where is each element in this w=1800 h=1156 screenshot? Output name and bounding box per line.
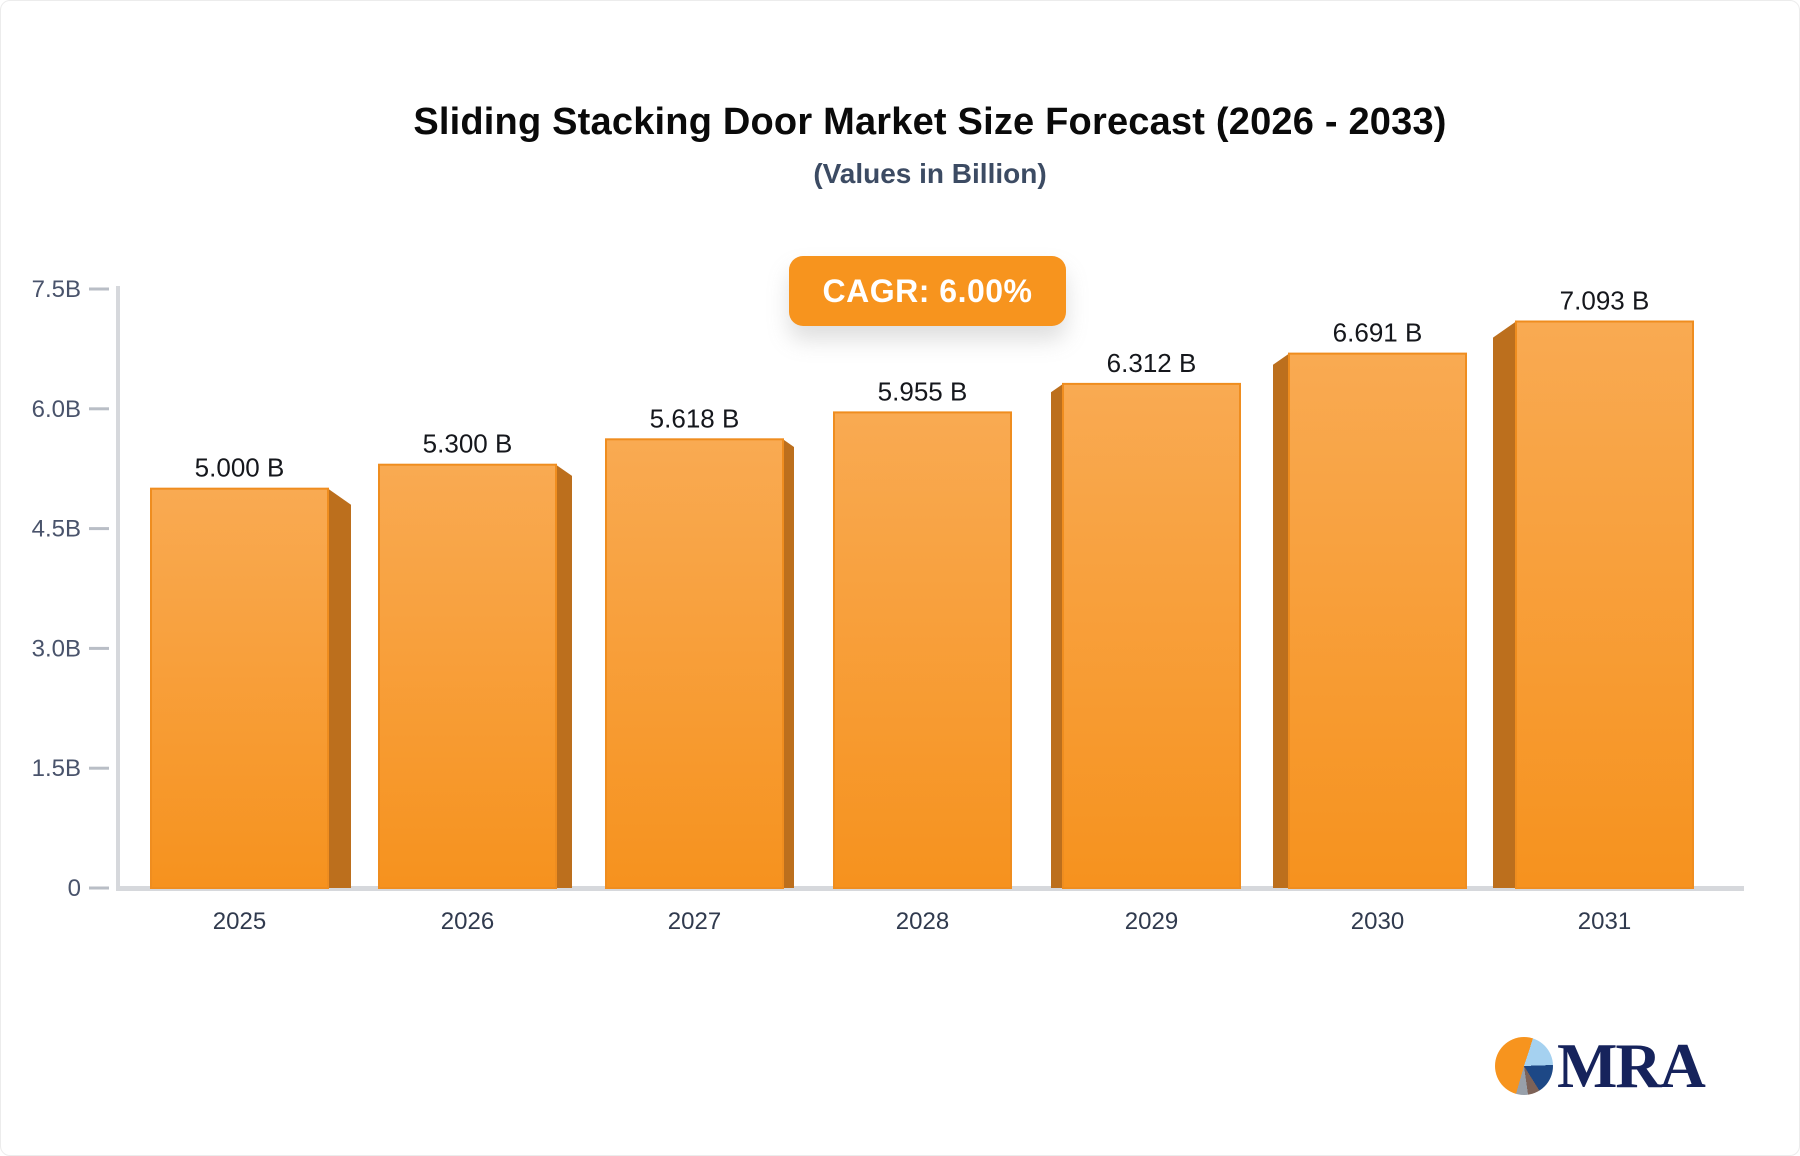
bar-side-face [1051,383,1063,888]
bar-value-label: 5.000 B [195,453,285,483]
bar-side-face [1493,321,1516,888]
bar-face [605,438,784,889]
bar-side-face [1273,353,1289,888]
chart-subtitle: (Values in Billion) [813,158,1047,189]
bar-face [150,487,329,889]
x-category-label: 2027 [668,908,721,935]
x-category-label: 2028 [896,908,949,935]
bar-side-face [556,464,572,888]
bar-side-face [328,488,351,888]
x-category-label: 2030 [1351,908,1404,935]
bar-value-label: 6.312 B [1107,348,1197,378]
y-tick-mark [89,407,109,411]
x-category-label: 2029 [1125,908,1178,935]
y-axis-line [116,286,120,891]
y-tick-label: 6.0B [32,396,81,423]
bar-value-label: 7.093 B [1560,286,1650,316]
bar-value-label: 5.618 B [650,403,740,433]
x-category-label: 2031 [1578,908,1631,935]
y-tick-label: 4.5B [32,516,81,543]
bar-face [1288,352,1467,889]
mra-logo: MRA [1495,1030,1706,1101]
x-category-label: 2025 [213,908,266,935]
bar-2031: 7.093 B 2031 [1493,286,1694,935]
bar-2025: 5.000 B 2025 [150,453,351,935]
bar-2028: 5.955 B 2028 [833,376,1012,935]
y-tick-label: 7.5B [32,276,81,303]
bar-face [1062,382,1241,889]
bar-face [378,463,557,889]
y-tick-label: 1.5B [32,755,81,782]
cagr-badge-label: CAGR: 6.00% [822,272,1033,309]
y-tick-label: 3.0B [32,635,81,662]
bar-side-face [783,439,794,888]
bar-2029: 6.312 B 2029 [1051,348,1241,935]
y-tick-mark [89,646,109,650]
chart-header: Sliding Stacking Door Market Size Foreca… [61,101,1799,190]
bar-2026: 5.300 B 2026 [378,429,572,935]
bar-value-label: 5.300 B [423,429,513,459]
bar-face [1515,320,1694,889]
mra-logo-text: MRA [1557,1030,1706,1101]
bar-face [833,411,1012,889]
y-tick-mark [89,766,109,770]
y-tick-mark [89,287,109,291]
y-tick-mark [89,886,109,890]
cagr-badge: CAGR: 6.00% [789,256,1066,326]
bar-2030: 6.691 B 2030 [1273,318,1467,935]
bar-value-label: 5.955 B [878,376,968,406]
bar-value-label: 6.691 B [1333,318,1423,348]
chart-title: Sliding Stacking Door Market Size Foreca… [413,101,1447,143]
mra-pie-chart-icon [1495,1037,1553,1095]
bar-2027: 5.618 B 2027 [605,403,794,935]
y-tick-label: 0 [68,875,81,902]
x-category-label: 2026 [441,908,494,935]
y-tick-mark [89,527,109,531]
